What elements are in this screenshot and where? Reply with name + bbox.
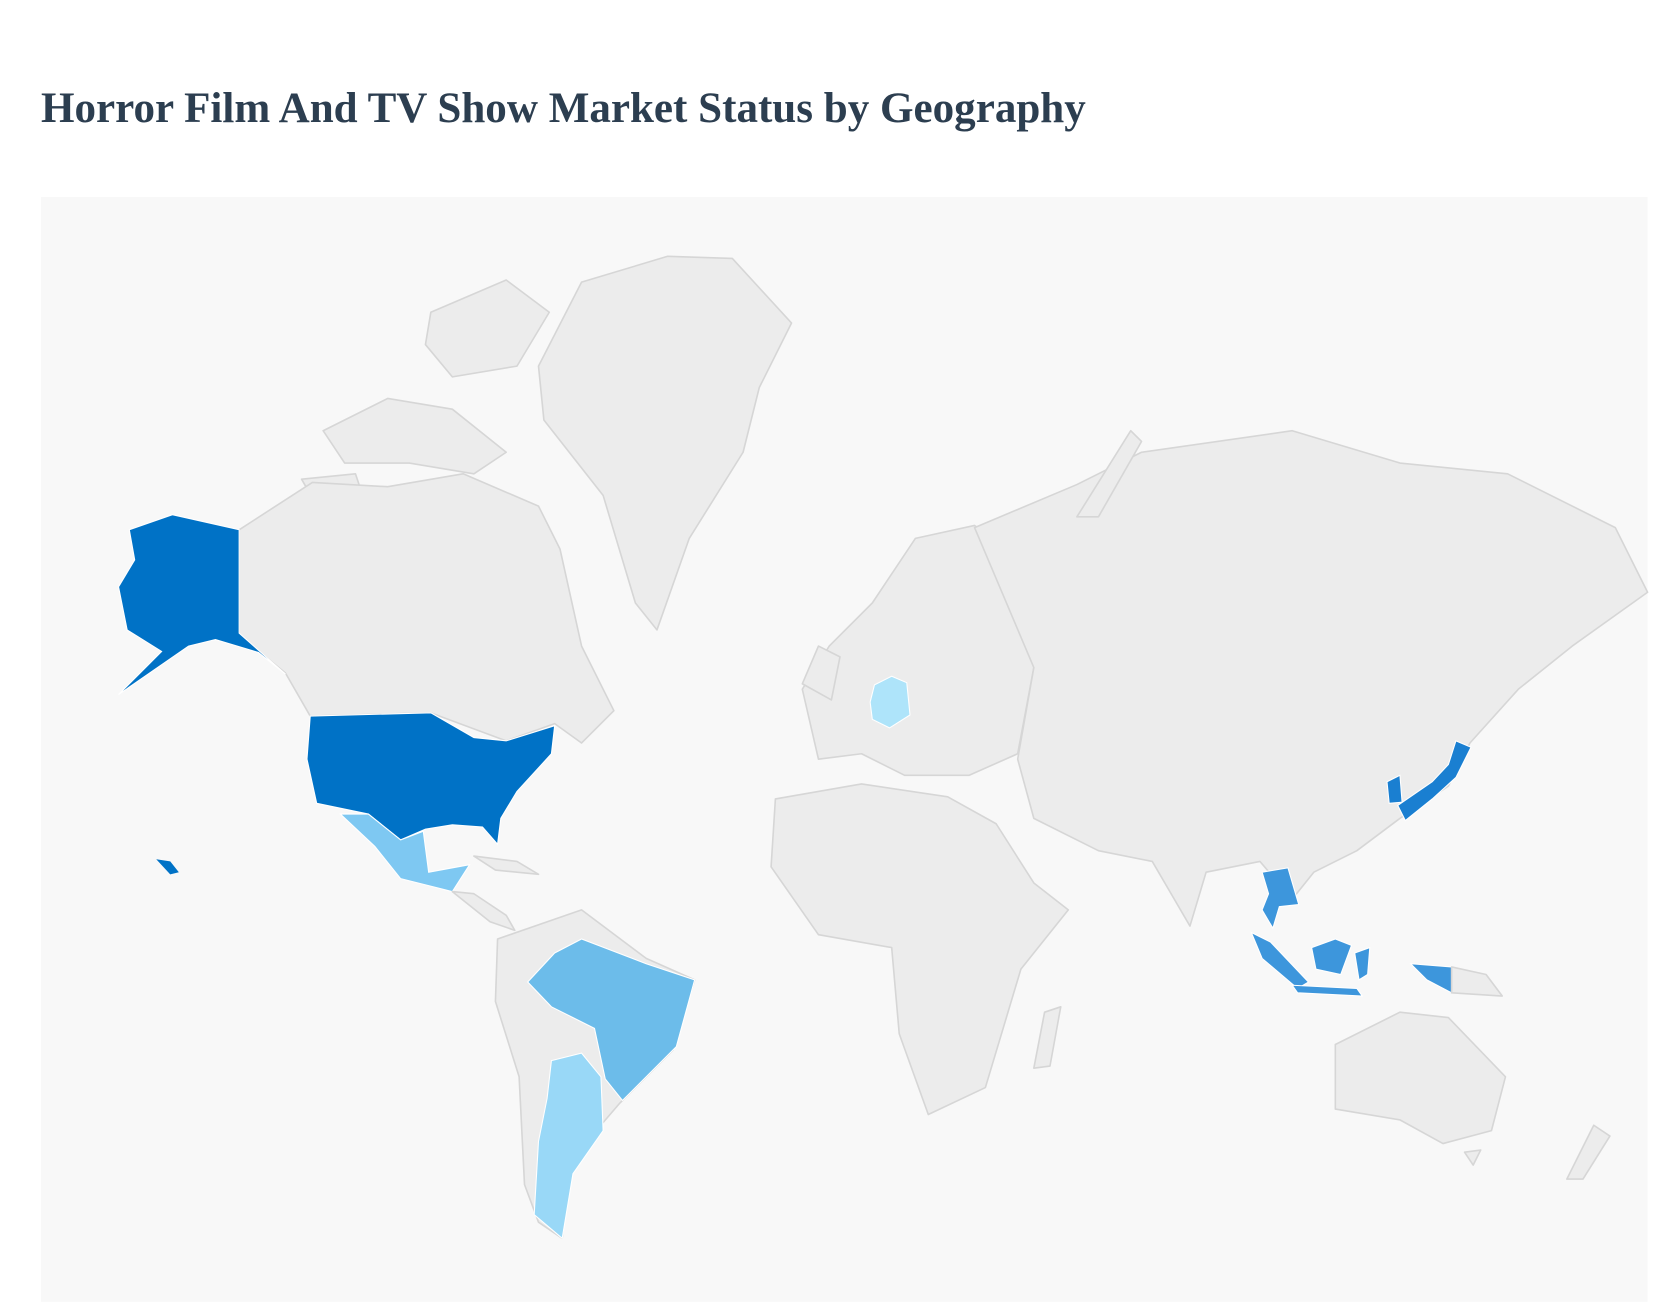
thailand [1261, 867, 1300, 930]
mexico [339, 813, 471, 893]
land [1463, 1149, 1482, 1166]
land [1450, 966, 1504, 997]
land [801, 645, 841, 701]
hawaii [156, 859, 179, 875]
indonesia [1354, 946, 1371, 981]
page-title: Horror Film And TV Show Market Status by… [41, 85, 1086, 132]
alaska [117, 514, 286, 695]
land [424, 279, 551, 378]
indonesia [1291, 984, 1364, 997]
world-map [117, 255, 1649, 1240]
germany [869, 675, 911, 729]
usa [306, 712, 556, 846]
land [973, 429, 1649, 927]
land [770, 783, 1070, 1116]
argentina [533, 1052, 604, 1240]
land [537, 255, 793, 631]
land [1334, 1011, 1507, 1145]
land [451, 890, 516, 932]
japan [1397, 740, 1472, 822]
land [1033, 1005, 1062, 1069]
land [322, 397, 508, 475]
land [1566, 1124, 1611, 1180]
land [1076, 429, 1143, 518]
land [473, 855, 540, 876]
indonesia [1311, 938, 1353, 976]
brazil [526, 938, 696, 1102]
land [238, 472, 615, 744]
